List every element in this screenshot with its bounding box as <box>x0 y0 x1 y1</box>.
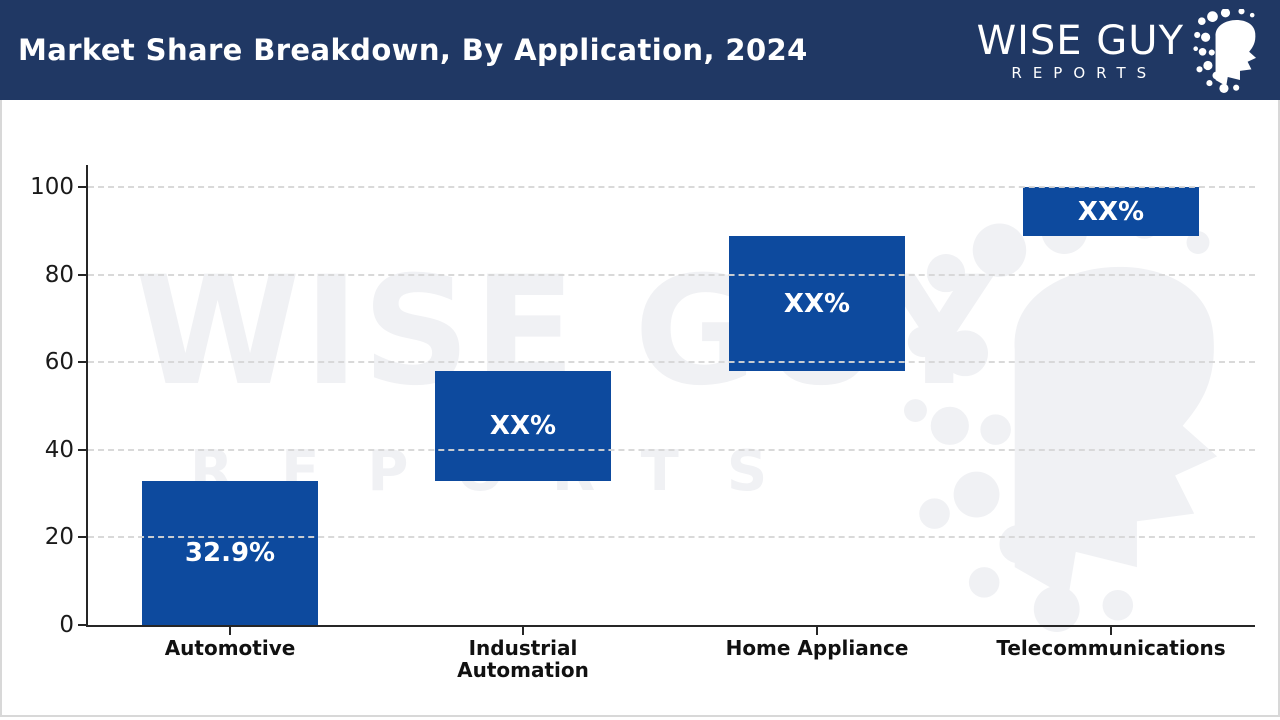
y-tick-label: 60 <box>44 349 74 376</box>
bar-value-label: XX% <box>489 410 557 441</box>
y-tick-label: 100 <box>30 174 74 200</box>
y-axis-spine <box>86 165 88 627</box>
header-bar: Market Share Breakdown, By Application, … <box>0 0 1280 100</box>
h-gridline <box>88 273 1255 276</box>
x-category-label: Industrial Automation <box>457 636 589 682</box>
y-tick-mark <box>78 536 86 539</box>
bar-industrial-automation[interactable]: XX% <box>435 370 611 481</box>
h-gridline <box>88 448 1255 451</box>
bar-value-label: 32.9% <box>184 537 276 568</box>
y-tick-mark <box>78 624 86 626</box>
bar-value-label: XX% <box>1077 196 1145 227</box>
y-tick-label: 40 <box>44 436 74 463</box>
bar-telecommunications[interactable]: XX% <box>1023 187 1199 237</box>
logo-wiseguy-text: WISE GUY <box>976 17 1184 64</box>
chart-title: Market Share Breakdown, By Application, … <box>18 33 808 67</box>
logo-reports-text: REPORTS <box>1011 63 1158 82</box>
y-tick-label: 80 <box>44 261 74 288</box>
wiseguy-logo: WISE GUY REPORTS <box>976 9 1266 93</box>
h-gridline <box>88 536 1255 539</box>
x-category-label: Telecommunications <box>996 636 1226 660</box>
h-gridline <box>88 361 1255 364</box>
y-tick-mark <box>78 361 86 364</box>
x-category-label: Home Appliance <box>725 636 909 660</box>
bar-automotive[interactable]: 32.9% <box>142 480 318 625</box>
y-tick-mark <box>78 186 86 188</box>
y-tick-mark <box>78 273 86 276</box>
logo-head-icon <box>1193 9 1257 93</box>
x-tick-mark <box>522 627 524 635</box>
bar-value-label: XX% <box>783 288 851 319</box>
y-tick-label: 20 <box>44 524 74 551</box>
y-tick-mark <box>78 448 86 451</box>
x-tick-mark <box>816 627 818 635</box>
x-axis-spine <box>86 625 1255 627</box>
y-tick-label: 0 <box>59 612 74 638</box>
h-gridline <box>88 186 1255 188</box>
x-tick-mark <box>229 627 231 635</box>
bar-home-appliance[interactable]: XX% <box>729 236 905 371</box>
x-category-label: Automotive <box>164 636 296 660</box>
x-tick-mark <box>1110 627 1112 635</box>
